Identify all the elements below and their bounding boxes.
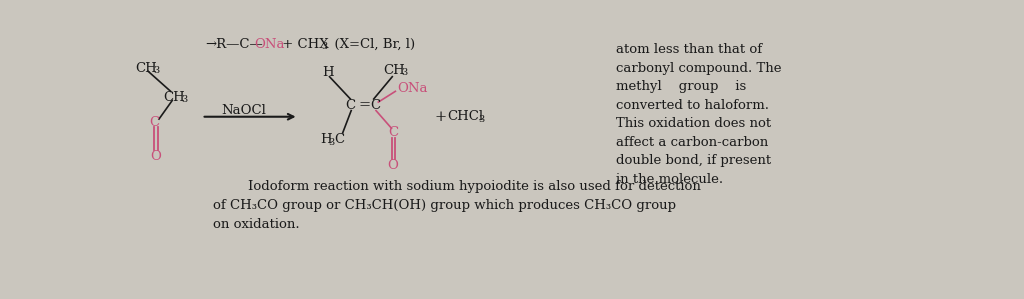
Text: H: H <box>322 66 334 79</box>
Text: CH: CH <box>136 62 158 75</box>
Text: =: = <box>359 98 371 112</box>
Text: 3: 3 <box>154 66 160 75</box>
Text: Iodoform reaction with sodium hypoiodite is also used for detection: Iodoform reaction with sodium hypoiodite… <box>248 179 701 193</box>
Text: 3: 3 <box>329 138 335 147</box>
Text: in the molecule.: in the molecule. <box>616 173 723 186</box>
Text: +: + <box>434 110 446 124</box>
Text: C: C <box>345 99 355 112</box>
Text: 3: 3 <box>321 42 328 51</box>
Text: 3: 3 <box>181 95 187 104</box>
Text: methyl    group    is: methyl group is <box>616 80 746 93</box>
Text: CH: CH <box>384 64 406 77</box>
Text: affect a carbon-carbon: affect a carbon-carbon <box>616 136 768 149</box>
Text: CHCl: CHCl <box>447 110 483 123</box>
Text: O: O <box>151 150 162 162</box>
Text: + CHX: + CHX <box>278 38 329 51</box>
Text: ONa: ONa <box>254 38 285 51</box>
Text: carbonyl compound. The: carbonyl compound. The <box>616 62 781 75</box>
Text: 3: 3 <box>478 115 484 123</box>
Text: double bond, if present: double bond, if present <box>616 154 771 167</box>
Text: O: O <box>387 159 397 172</box>
Text: C: C <box>150 116 160 129</box>
Text: C: C <box>334 133 344 146</box>
Text: on oxidation.: on oxidation. <box>213 218 300 231</box>
Text: ONa: ONa <box>397 82 427 95</box>
Text: →R—C—: →R—C— <box>206 38 263 51</box>
Text: C: C <box>371 99 381 112</box>
Text: H: H <box>321 133 332 146</box>
Text: This oxidation does not: This oxidation does not <box>616 117 771 130</box>
Text: NaOCl: NaOCl <box>221 104 266 117</box>
Text: CH: CH <box>164 91 185 104</box>
Text: (X=Cl, Br, l): (X=Cl, Br, l) <box>326 38 415 51</box>
Text: C: C <box>388 126 398 139</box>
Text: converted to haloform.: converted to haloform. <box>616 99 769 112</box>
Text: of CH₃CO group or CH₃CH(OH) group which produces CH₃CO group: of CH₃CO group or CH₃CH(OH) group which … <box>213 199 676 212</box>
Text: 3: 3 <box>401 68 408 77</box>
Text: atom less than that of: atom less than that of <box>616 43 763 56</box>
